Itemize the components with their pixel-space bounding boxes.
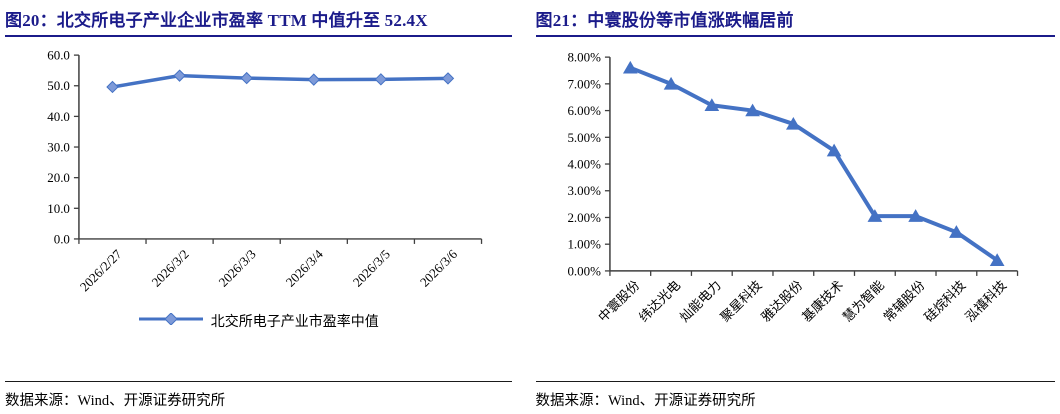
- x-axis-label: 慧为智能: [839, 277, 886, 324]
- figure21-line-chart: 0.00% 1.00% 2.00% 3.00% 4.00% 5.00% 6.00% 7.00%…: [567, 50, 1018, 325]
- x-axis-label: 2026/3/3: [216, 246, 259, 289]
- data-point-triangle-marker: [622, 60, 638, 74]
- data-point-diamond-marker: [173, 69, 186, 82]
- y-axis-label: 20.0: [47, 170, 70, 185]
- x-axis-label: 纬达光电: [635, 277, 682, 324]
- x-axis-label: 2026/3/6: [417, 246, 461, 290]
- figure21-title: 图21：中寰股份等市值涨跌幅居前: [535, 6, 1055, 37]
- figure20-title: 图20：北交所电子产业企业市盈率 TTM 中值升至 52.4X: [5, 6, 512, 37]
- x-axis-label: 常辅股份: [880, 277, 927, 324]
- x-axis-label: 2026/3/4: [283, 246, 327, 290]
- y-axis-label: 5.00%: [567, 130, 601, 145]
- data-series-line: [110, 73, 450, 89]
- data-point-triangle-marker: [663, 76, 678, 90]
- data-series-line: [627, 65, 999, 263]
- data-point-diamond-marker: [240, 71, 253, 85]
- y-axis-label: 8.00%: [567, 50, 601, 65]
- y-axis-label: 10.0: [47, 201, 70, 216]
- data-point-diamond-marker: [307, 73, 320, 86]
- y-axis-label: 6.00%: [567, 103, 601, 118]
- data-point-diamond-marker: [441, 72, 455, 85]
- y-axis-label: 60.0: [47, 48, 70, 63]
- x-axis-label: 2026/2/27: [77, 246, 125, 294]
- x-axis-label: 灿能电力: [676, 277, 723, 324]
- data-point-triangle-marker: [948, 225, 964, 238]
- data-point-triangle-marker: [744, 103, 760, 117]
- data-point-triangle-marker: [907, 209, 923, 222]
- line-diamond-marker-icon: [138, 312, 204, 330]
- y-axis-label: 40.0: [47, 109, 70, 124]
- x-axis-label: 聚星科技: [717, 277, 764, 324]
- x-axis-label: 2026/3/2: [148, 246, 191, 289]
- y-axis-label: 50.0: [47, 78, 70, 93]
- panel-figure21: 图21：中寰股份等市值涨跌幅居前 0.00% 1.00% 2.00% 3.00% 4.0…: [535, 6, 1055, 410]
- data-point-diamond-marker: [374, 73, 388, 86]
- figure20-legend-label: 北交所电子产业市盈率中值: [210, 315, 379, 330]
- data-point-triangle-marker: [989, 253, 1004, 266]
- data-point-triangle-marker: [867, 209, 882, 222]
- data-point-triangle-marker: [785, 116, 801, 130]
- x-axis-label: 硅烷科技: [921, 277, 968, 324]
- data-point-triangle-marker: [703, 98, 719, 111]
- x-axis-label: 2026/3/5: [350, 246, 393, 289]
- x-axis-label: 泓禧科技: [961, 277, 1008, 324]
- y-axis-label: 3.00%: [567, 183, 601, 198]
- y-axis-label: 1.00%: [567, 237, 601, 252]
- data-point-diamond-marker: [106, 80, 119, 94]
- panel-figure20: 图20：北交所电子产业企业市盈率 TTM 中值升至 52.4X 0.0 10.0 2…: [5, 6, 512, 410]
- y-axis-label: 0.00%: [567, 263, 601, 278]
- data-point-triangle-marker: [826, 143, 841, 157]
- figure20-legend: 北交所电子产业市盈率中值: [5, 311, 512, 331]
- figure20-source: 数据来源：Wind、开源证券研究所: [5, 381, 512, 410]
- y-axis-label: 7.00%: [567, 76, 601, 91]
- y-axis-label: 30.0: [47, 140, 70, 155]
- x-axis-label: 雅达股份: [758, 277, 805, 324]
- x-axis-label: 中寰股份: [595, 277, 642, 324]
- y-axis-label: 4.00%: [567, 157, 601, 172]
- figure20-line-chart: 0.0 10.0 20.0 30.0 40.0 50.0 60.0 2026/2/27 2026…: [47, 48, 483, 294]
- y-axis-label: 2.00%: [567, 210, 601, 225]
- x-axis-label: 基康技术: [798, 277, 845, 324]
- figure21-source: 数据来源：Wind、开源证券研究所: [535, 381, 1055, 410]
- y-axis-label: 0.0: [54, 231, 70, 246]
